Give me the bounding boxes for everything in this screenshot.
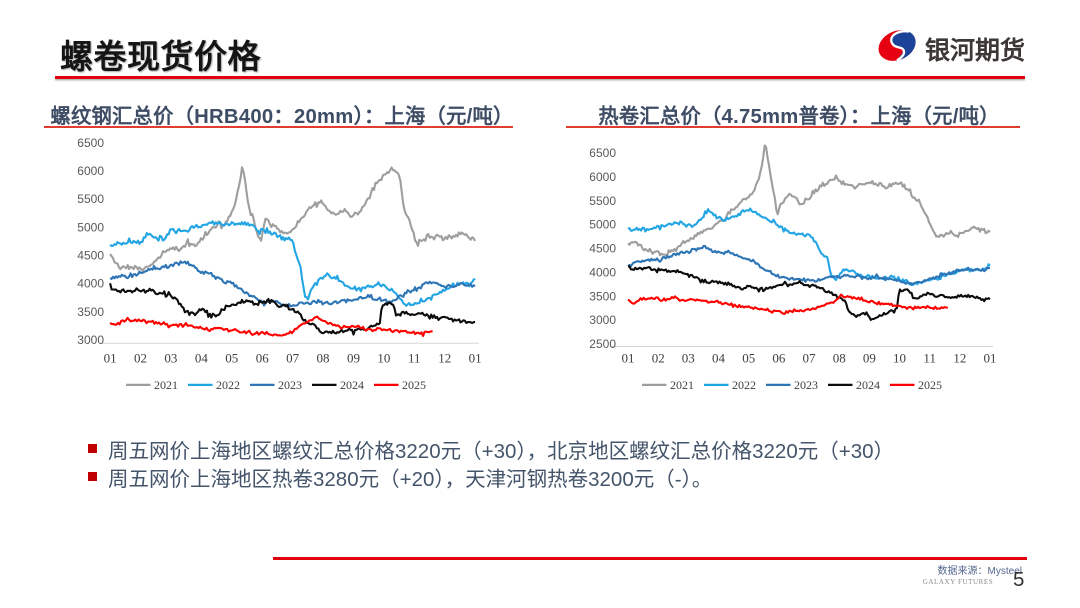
svg-text:2022: 2022	[732, 378, 756, 392]
svg-text:02: 02	[652, 351, 665, 366]
svg-text:2021: 2021	[670, 378, 694, 392]
svg-text:5000: 5000	[589, 218, 616, 232]
svg-text:07: 07	[803, 351, 817, 366]
svg-text:02: 02	[134, 351, 147, 366]
svg-text:4000: 4000	[77, 277, 104, 291]
svg-text:2025: 2025	[918, 378, 942, 392]
svg-text:4000: 4000	[589, 265, 616, 279]
svg-text:06: 06	[256, 351, 270, 366]
svg-text:4500: 4500	[589, 242, 616, 256]
svg-text:12: 12	[953, 351, 966, 366]
svg-text:07: 07	[286, 351, 300, 366]
svg-text:01: 01	[622, 351, 635, 366]
svg-text:3500: 3500	[589, 289, 616, 303]
svg-text:09: 09	[347, 351, 360, 366]
svg-text:3000: 3000	[77, 333, 104, 347]
svg-text:10: 10	[377, 351, 390, 366]
svg-text:2022: 2022	[216, 378, 240, 392]
svg-text:04: 04	[195, 351, 209, 366]
svg-text:2023: 2023	[794, 378, 818, 392]
svg-text:01: 01	[104, 351, 117, 366]
svg-text:2023: 2023	[278, 378, 302, 392]
svg-text:10: 10	[893, 351, 906, 366]
svg-text:03: 03	[682, 351, 695, 366]
svg-text:2024: 2024	[856, 378, 880, 392]
svg-text:6000: 6000	[77, 164, 104, 178]
svg-text:3500: 3500	[77, 305, 104, 319]
svg-text:03: 03	[164, 351, 177, 366]
svg-text:05: 05	[225, 351, 238, 366]
svg-text:01: 01	[469, 351, 482, 366]
svg-text:11: 11	[408, 351, 421, 366]
svg-text:08: 08	[317, 351, 330, 366]
svg-text:3000: 3000	[589, 313, 616, 327]
svg-text:2021: 2021	[154, 378, 178, 392]
svg-text:6500: 6500	[77, 136, 104, 150]
svg-text:08: 08	[833, 351, 846, 366]
svg-text:12: 12	[438, 351, 451, 366]
svg-text:09: 09	[863, 351, 876, 366]
svg-text:6000: 6000	[589, 170, 616, 184]
svg-text:04: 04	[712, 351, 726, 366]
svg-text:2024: 2024	[340, 378, 364, 392]
svg-text:06: 06	[772, 351, 786, 366]
svg-text:6500: 6500	[589, 146, 616, 160]
svg-text:5000: 5000	[77, 220, 104, 234]
svg-text:01: 01	[984, 351, 997, 366]
svg-text:2500: 2500	[589, 337, 616, 351]
svg-text:5500: 5500	[77, 192, 104, 206]
svg-text:4500: 4500	[77, 248, 104, 262]
svg-text:5500: 5500	[589, 194, 616, 208]
svg-text:11: 11	[923, 351, 936, 366]
svg-text:2025: 2025	[402, 378, 426, 392]
svg-text:05: 05	[742, 351, 755, 366]
